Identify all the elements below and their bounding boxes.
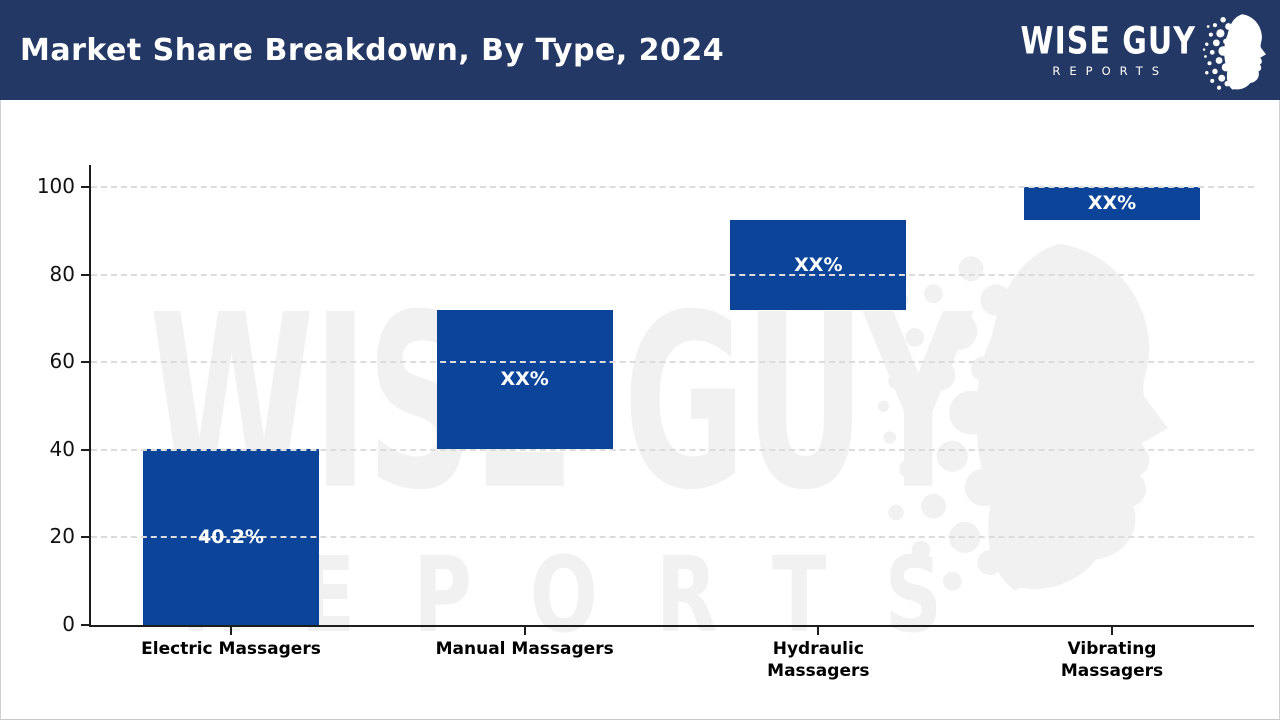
x-tick-mark (523, 627, 526, 635)
x-category-label: Manual Massagers (365, 638, 685, 660)
y-tick-mark (81, 448, 89, 451)
bar-value-label: XX% (794, 253, 843, 276)
bar-value-label: XX% (500, 368, 549, 391)
y-tick-mark (81, 536, 89, 539)
x-tick-mark (1111, 627, 1113, 635)
x-category-label: Vibrating Massagers (952, 638, 1272, 682)
y-tick-label: 80 (49, 261, 75, 286)
y-tick-mark (81, 186, 89, 188)
y-gridline (91, 536, 1254, 539)
y-tick-mark (81, 624, 89, 626)
y-axis-line (89, 165, 91, 627)
header-banner: Market Share Breakdown, By Type, 2024 WI… (0, 0, 1280, 100)
y-gridline (91, 273, 1254, 276)
bar-segment (1024, 187, 1200, 220)
chart-area: WISE GUY REPORTS 0 20 40 60 80 100 40.2% Electr… (0, 100, 1280, 720)
bar-segment (730, 219, 907, 310)
x-category-label: Electric Massagers (71, 638, 391, 660)
x-category-label-line: Massagers (767, 661, 870, 681)
y-tick-label: 20 (49, 524, 75, 549)
x-tick-mark (817, 627, 820, 635)
page-title: Market Share Breakdown, By Type, 2024 (20, 32, 725, 68)
x-category-label-line: Electric Massagers (141, 639, 321, 659)
brand-name: WISE GUY (1020, 19, 1196, 64)
y-tick-mark (81, 361, 89, 364)
brand-subname: REPORTS (1052, 64, 1169, 78)
x-category-label: Hydraulic Massagers (658, 638, 978, 682)
y-gridline (91, 186, 1254, 188)
x-category-label-line: Manual Massagers (435, 639, 614, 659)
x-category-label-line: Massagers (1060, 661, 1164, 681)
x-tick-mark (230, 627, 232, 635)
bar-segment (436, 309, 613, 449)
brand-logo: WISE GUY REPORTS (1020, 8, 1268, 94)
y-tick-label: 0 (62, 612, 75, 636)
brand-logo-text: WISE GUY REPORTS (1020, 20, 1196, 78)
y-gridline (91, 448, 1254, 451)
y-tick-label: 100 (36, 174, 75, 198)
bar-value-label: XX% (1087, 192, 1137, 215)
bar-value-label: 40.2% (198, 525, 264, 548)
face-logo-icon (1202, 14, 1266, 90)
y-tick-mark (81, 273, 89, 276)
y-tick-label: 40 (49, 436, 75, 461)
y-tick-label: 60 (49, 349, 75, 374)
x-category-label-line: Hydraulic (772, 639, 864, 659)
x-axis-line (89, 625, 1254, 627)
y-gridline (91, 361, 1254, 364)
x-category-label-line: Vibrating (1067, 639, 1157, 659)
